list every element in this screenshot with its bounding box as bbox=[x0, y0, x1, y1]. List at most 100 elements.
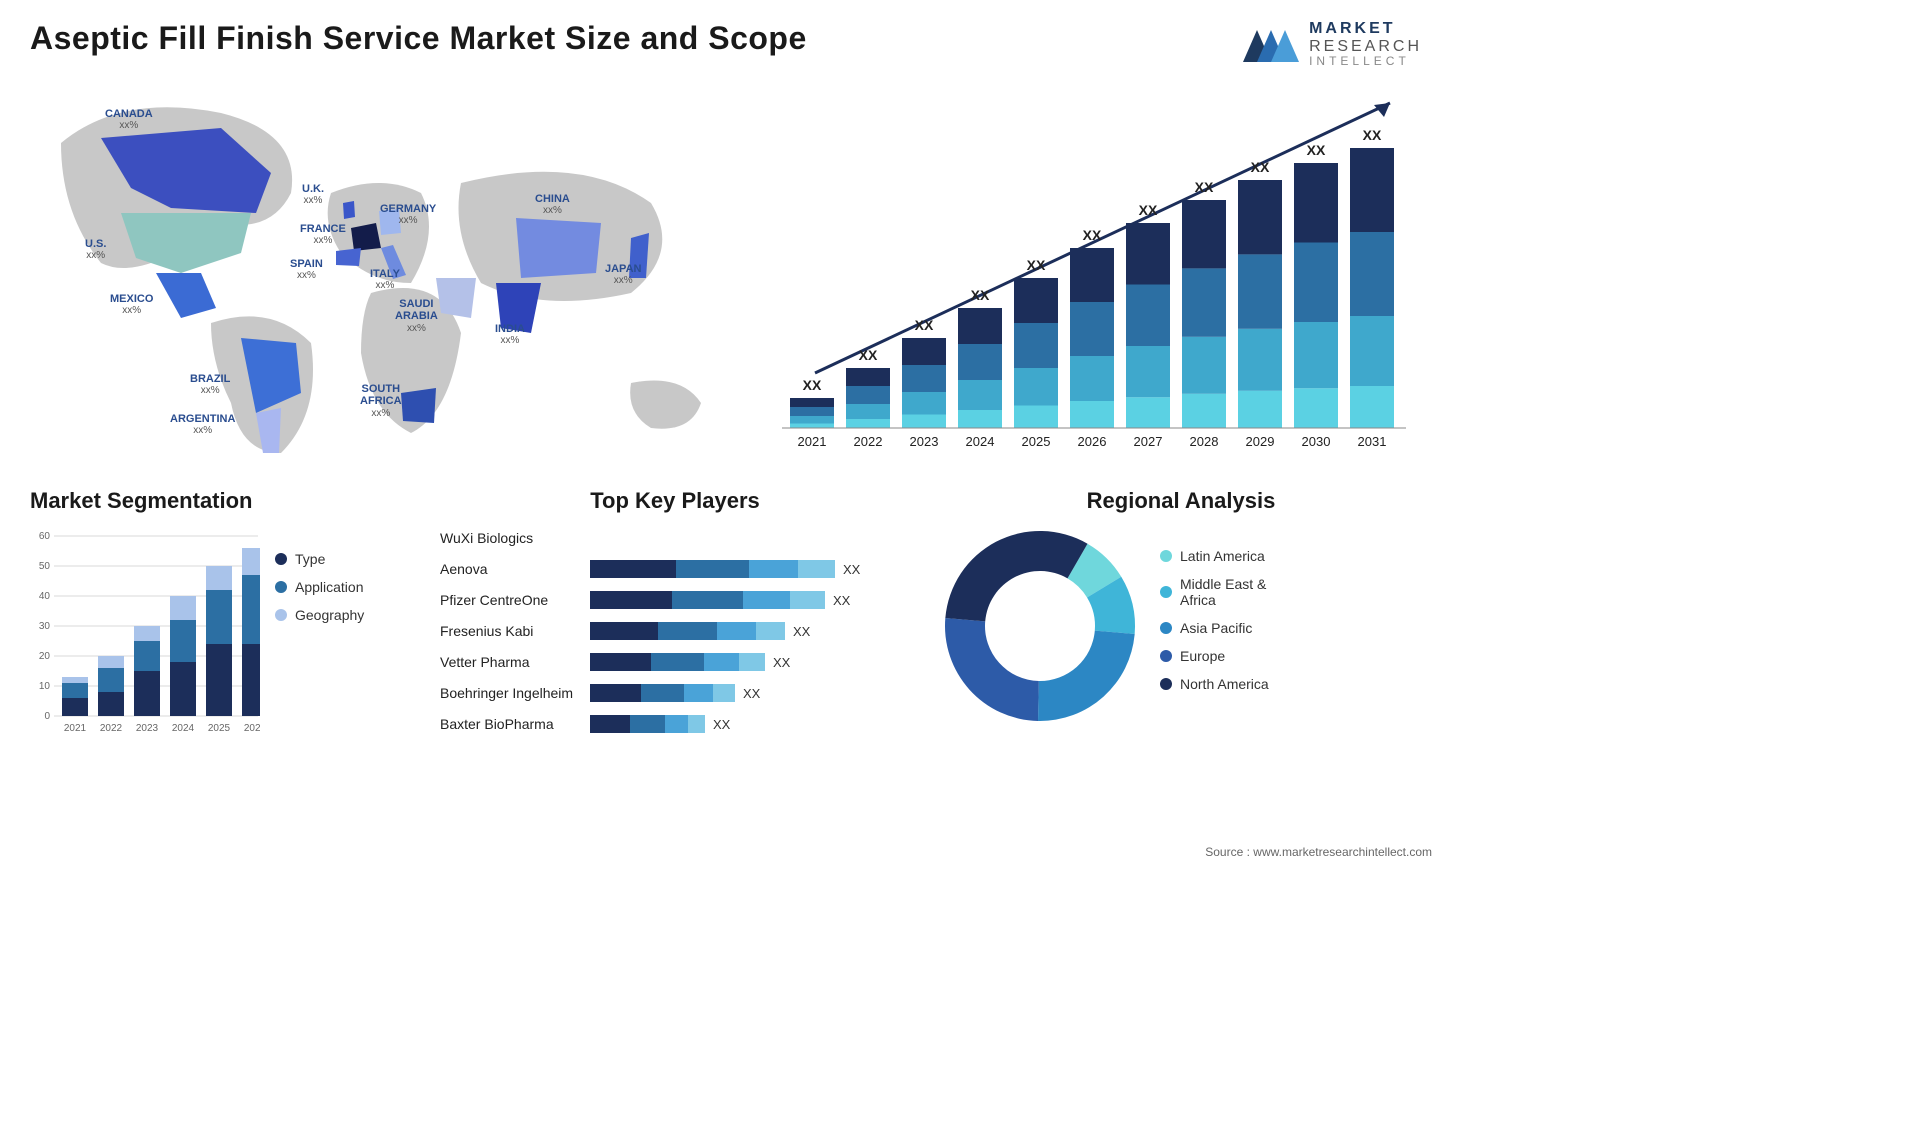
seg-bar bbox=[170, 620, 196, 662]
forecast-bar-seg bbox=[1182, 269, 1226, 337]
svg-text:XX: XX bbox=[803, 377, 822, 393]
player-row: WuXi Biologics bbox=[440, 526, 910, 550]
seg-bar bbox=[242, 548, 260, 575]
seg-bar bbox=[206, 644, 232, 716]
regional-title: Regional Analysis bbox=[940, 488, 1422, 514]
legend-item: Geography bbox=[275, 607, 364, 623]
map-label: U.S.xx% bbox=[85, 238, 106, 261]
svg-text:2025: 2025 bbox=[1022, 434, 1051, 449]
map-label: MEXICOxx% bbox=[110, 293, 153, 316]
logo-line1: MARKET bbox=[1309, 20, 1422, 38]
player-row: Fresenius KabiXX bbox=[440, 619, 910, 643]
forecast-bar-seg bbox=[846, 419, 890, 428]
logo-line3: INTELLECT bbox=[1309, 55, 1422, 68]
svg-text:0: 0 bbox=[44, 711, 50, 722]
forecast-bar-seg bbox=[1182, 394, 1226, 428]
donut-slice bbox=[945, 618, 1039, 721]
segmentation-chart: 0102030405060202120222023202420252026 bbox=[30, 526, 260, 736]
svg-text:60: 60 bbox=[39, 531, 51, 542]
page-title: Aseptic Fill Finish Service Market Size … bbox=[30, 20, 807, 57]
map-label: BRAZILxx% bbox=[190, 373, 230, 396]
seg-bar bbox=[134, 641, 160, 671]
segmentation-title: Market Segmentation bbox=[30, 488, 410, 514]
players-chart: WuXi Biologics AenovaXX Pfizer CentreOneXX… bbox=[440, 526, 910, 736]
map-label: SOUTHAFRICAxx% bbox=[360, 383, 402, 418]
forecast-bar-seg bbox=[1294, 322, 1338, 388]
logo-icon bbox=[1241, 22, 1301, 66]
map-country-uk bbox=[343, 201, 355, 219]
seg-bar bbox=[170, 596, 196, 620]
forecast-bar-seg bbox=[1182, 200, 1226, 268]
forecast-bar-seg bbox=[1182, 337, 1226, 394]
map-label: FRANCExx% bbox=[300, 223, 346, 246]
forecast-bar-seg bbox=[958, 380, 1002, 410]
svg-text:2027: 2027 bbox=[1134, 434, 1163, 449]
forecast-bar-seg bbox=[1294, 163, 1338, 243]
map-label: GERMANYxx% bbox=[380, 203, 436, 226]
forecast-bar-seg bbox=[1070, 302, 1114, 356]
map-label: SAUDIARABIAxx% bbox=[395, 298, 438, 333]
seg-bar bbox=[206, 566, 232, 590]
forecast-bar-seg bbox=[846, 404, 890, 419]
svg-text:XX: XX bbox=[1307, 142, 1326, 158]
forecast-bar-seg bbox=[1350, 386, 1394, 428]
segmentation-legend: TypeApplicationGeography bbox=[275, 526, 364, 635]
svg-text:XX: XX bbox=[1195, 179, 1214, 195]
map-label: CHINAxx% bbox=[535, 193, 570, 216]
svg-text:2022: 2022 bbox=[100, 723, 123, 734]
forecast-bar-seg bbox=[958, 410, 1002, 428]
legend-item: Middle East &Africa bbox=[1160, 576, 1269, 608]
svg-text:2023: 2023 bbox=[910, 434, 939, 449]
forecast-bar-seg bbox=[846, 386, 890, 404]
svg-text:20: 20 bbox=[39, 651, 51, 662]
regional-legend: Latin AmericaMiddle East &AfricaAsia Pac… bbox=[1160, 548, 1269, 704]
svg-text:XX: XX bbox=[859, 347, 878, 363]
seg-bar bbox=[134, 671, 160, 716]
svg-text:XX: XX bbox=[1027, 257, 1046, 273]
svg-text:2028: 2028 bbox=[1190, 434, 1219, 449]
forecast-bar-seg bbox=[1238, 180, 1282, 254]
seg-bar bbox=[62, 683, 88, 698]
svg-text:XX: XX bbox=[971, 287, 990, 303]
player-row: Pfizer CentreOneXX bbox=[440, 588, 910, 612]
map-label: INDIAxx% bbox=[495, 323, 525, 346]
forecast-bar-seg bbox=[1350, 148, 1394, 232]
svg-text:XX: XX bbox=[915, 317, 934, 333]
svg-text:2023: 2023 bbox=[136, 723, 159, 734]
regional-donut bbox=[940, 526, 1140, 726]
player-row: Baxter BioPharmaXX bbox=[440, 712, 910, 736]
legend-item: Application bbox=[275, 579, 364, 595]
forecast-bar-seg bbox=[790, 398, 834, 407]
player-row: Vetter PharmaXX bbox=[440, 650, 910, 674]
forecast-bar-seg bbox=[1350, 316, 1394, 386]
svg-text:2024: 2024 bbox=[966, 434, 995, 449]
seg-bar bbox=[98, 692, 124, 716]
world-map: CANADAxx%U.S.xx%MEXICOxx%BRAZILxx%ARGENT… bbox=[30, 83, 732, 463]
legend-item: Europe bbox=[1160, 648, 1269, 664]
svg-text:XX: XX bbox=[1139, 202, 1158, 218]
forecast-bar-seg bbox=[902, 392, 946, 415]
forecast-bar-seg bbox=[1294, 389, 1338, 429]
legend-item: Latin America bbox=[1160, 548, 1269, 564]
svg-text:40: 40 bbox=[39, 591, 51, 602]
seg-bar bbox=[98, 656, 124, 668]
svg-text:2021: 2021 bbox=[64, 723, 87, 734]
svg-text:2022: 2022 bbox=[854, 434, 883, 449]
forecast-bar-seg bbox=[790, 407, 834, 416]
player-row: AenovaXX bbox=[440, 557, 910, 581]
forecast-bar-seg bbox=[902, 338, 946, 365]
svg-text:2026: 2026 bbox=[1078, 434, 1107, 449]
donut-slice bbox=[945, 531, 1087, 621]
forecast-bar-seg bbox=[1070, 356, 1114, 401]
map-label: CANADAxx% bbox=[105, 108, 153, 131]
map-country-france bbox=[351, 223, 381, 251]
forecast-bar-seg bbox=[1126, 285, 1170, 347]
forecast-bar-seg bbox=[1126, 346, 1170, 397]
forecast-bar-seg bbox=[1014, 278, 1058, 323]
forecast-bar-seg bbox=[1238, 255, 1282, 329]
forecast-bar-seg bbox=[1070, 401, 1114, 428]
seg-bar bbox=[242, 644, 260, 716]
forecast-bar-seg bbox=[790, 416, 834, 424]
forecast-bar-seg bbox=[1238, 391, 1282, 428]
map-label: SPAINxx% bbox=[290, 258, 323, 281]
